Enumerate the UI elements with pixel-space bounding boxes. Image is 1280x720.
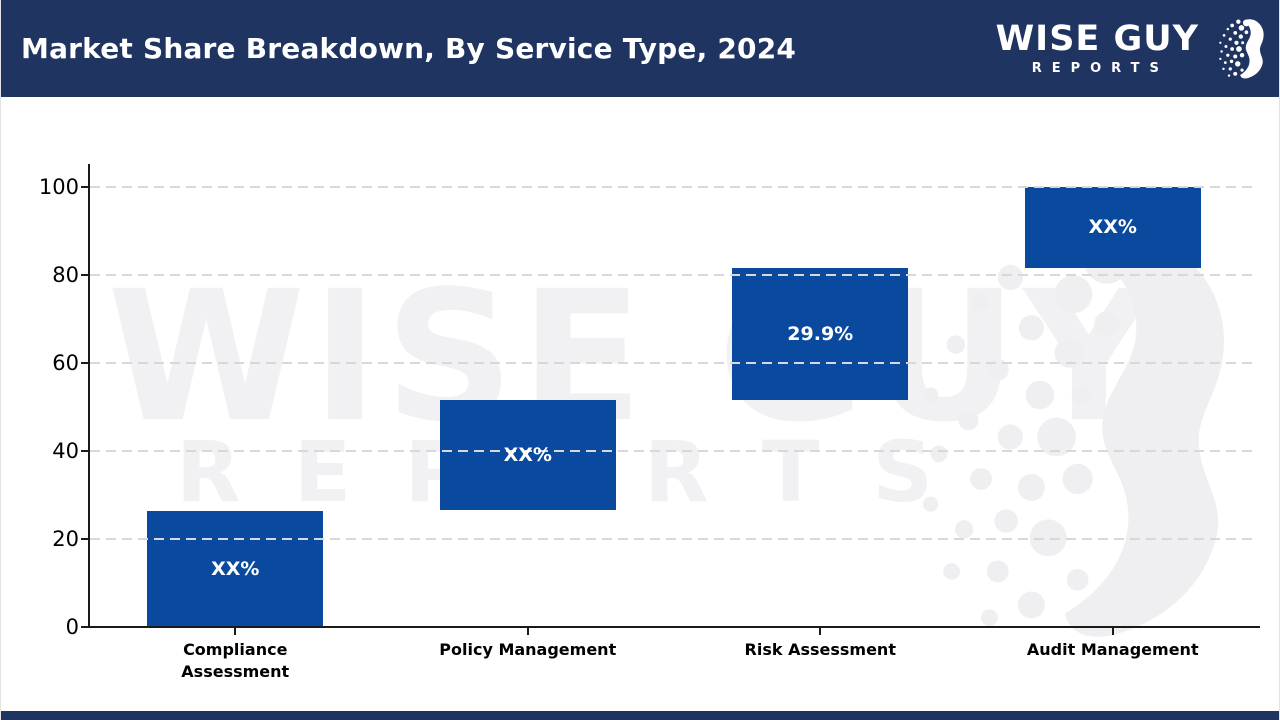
x-axis-line <box>88 626 1260 628</box>
gridline <box>90 186 1254 188</box>
y-tick-mark <box>81 538 89 540</box>
bar-value-label: 29.9% <box>787 323 854 346</box>
gridline <box>90 274 1254 276</box>
x-tick-mark <box>1111 628 1114 635</box>
logo-subtext: REPORTS <box>1031 61 1169 76</box>
x-category-label-line: Compliance <box>183 640 288 659</box>
x-category-label: Risk Assessment <box>670 639 970 661</box>
y-axis-line <box>88 164 90 628</box>
x-category-label-line: Assessment <box>181 661 290 681</box>
y-tick-label: 60 <box>52 351 79 375</box>
bar-value-label: XX% <box>503 444 552 467</box>
bar-risk-assessment <box>732 268 909 400</box>
bar-value-label: XX% <box>1088 216 1137 239</box>
gridline <box>90 538 1254 540</box>
logo-text: WISE GUY REPORTS <box>995 19 1199 76</box>
x-category-label-line: Policy Management <box>439 640 617 659</box>
y-tick-mark <box>81 186 89 188</box>
y-tick-label: 80 <box>52 263 79 287</box>
x-category-label: Audit Management <box>963 639 1263 661</box>
x-category-label: Policy Management <box>378 639 678 661</box>
y-tick-mark <box>81 626 89 628</box>
header-bar: Market Share Breakdown, By Service Type,… <box>1 0 1279 97</box>
wise-guy-logo: WISE GUY REPORTS <box>996 9 1279 89</box>
footer-bar <box>1 711 1279 720</box>
y-tick-label: 20 <box>52 527 79 551</box>
y-tick-label: 40 <box>52 439 79 463</box>
y-tick-mark <box>81 450 89 452</box>
x-category-label: Compliance Assessment <box>85 639 385 682</box>
bar-value-label: XX% <box>211 557 260 580</box>
bar-policy-management <box>439 400 616 511</box>
y-tick-label: 0 <box>65 615 79 639</box>
y-tick-mark <box>81 362 89 364</box>
logo-wordmark: WISE GUY <box>995 19 1199 59</box>
gridline <box>90 362 1254 364</box>
x-category-label-line: Audit Management <box>1026 640 1199 659</box>
x-tick-mark <box>234 628 237 635</box>
chart-title: Market Share Breakdown, By Service Type,… <box>21 32 797 65</box>
x-tick-mark <box>819 628 822 635</box>
y-tick-label: 100 <box>38 175 79 199</box>
x-tick-mark <box>526 628 529 635</box>
y-tick-mark <box>81 274 89 276</box>
bar-compliance-assessment <box>147 510 324 627</box>
gridline <box>90 450 1254 452</box>
x-category-label-line: Risk Assessment <box>744 640 896 659</box>
logo-head-dots-icon <box>1219 18 1264 78</box>
bar-audit-management <box>1024 187 1201 268</box>
